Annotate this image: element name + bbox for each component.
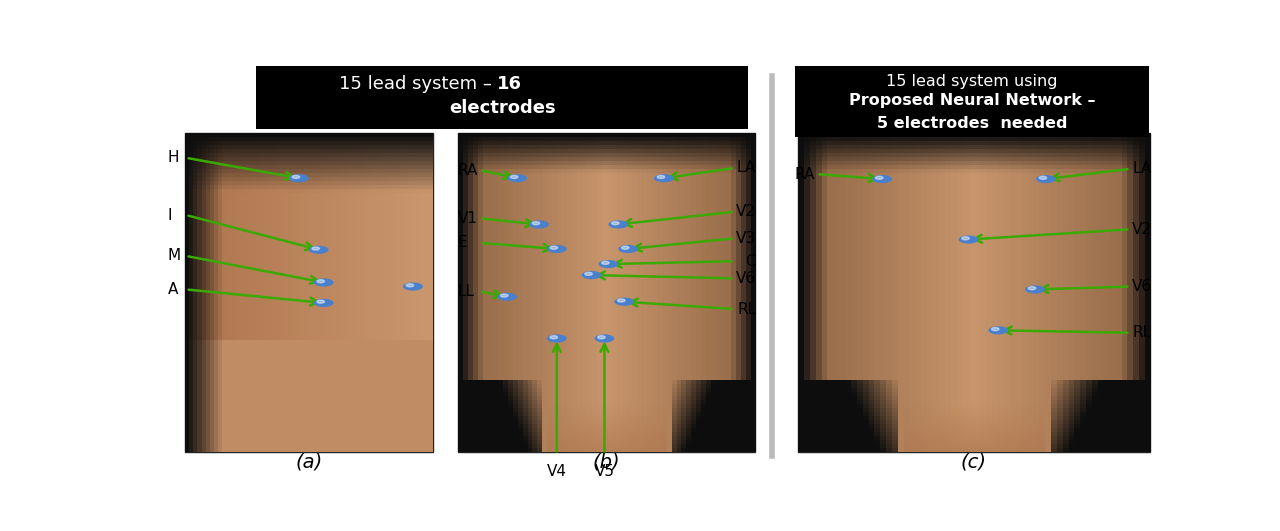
Circle shape — [872, 175, 892, 183]
Circle shape — [657, 175, 664, 178]
Circle shape — [314, 299, 334, 307]
Bar — [458, 133, 755, 452]
Circle shape — [529, 220, 549, 228]
Text: LA: LA — [1133, 161, 1152, 176]
Circle shape — [511, 175, 518, 178]
Circle shape — [585, 272, 593, 276]
Circle shape — [599, 260, 618, 268]
Circle shape — [961, 237, 969, 240]
Text: (c): (c) — [960, 453, 987, 472]
Circle shape — [1028, 287, 1036, 290]
Text: 15 lead system –: 15 lead system – — [339, 75, 497, 93]
Circle shape — [1036, 175, 1056, 183]
Text: V3: V3 — [736, 231, 756, 246]
Circle shape — [497, 293, 517, 301]
Text: V2: V2 — [1132, 222, 1152, 237]
Circle shape — [292, 175, 300, 178]
Circle shape — [547, 245, 567, 253]
Circle shape — [550, 246, 558, 249]
Text: V5: V5 — [594, 465, 614, 479]
Text: C: C — [745, 254, 756, 269]
Text: RL: RL — [737, 302, 756, 316]
Text: Proposed Neural Network –: Proposed Neural Network – — [849, 92, 1096, 108]
Text: I: I — [168, 208, 173, 222]
Text: V6: V6 — [1132, 279, 1152, 294]
Text: E: E — [458, 235, 467, 250]
Bar — [797, 133, 1149, 452]
Circle shape — [618, 245, 639, 253]
Text: 15 lead system using: 15 lead system using — [886, 74, 1057, 89]
Circle shape — [602, 261, 609, 264]
Circle shape — [617, 299, 625, 302]
Circle shape — [654, 174, 673, 182]
Circle shape — [403, 282, 422, 290]
Text: LL: LL — [458, 284, 475, 299]
Bar — [184, 133, 433, 452]
Circle shape — [594, 335, 614, 342]
Circle shape — [608, 220, 628, 228]
Text: RA: RA — [795, 167, 815, 182]
Text: M: M — [168, 249, 180, 263]
Circle shape — [1039, 176, 1047, 179]
Circle shape — [959, 235, 978, 244]
Circle shape — [507, 174, 527, 182]
Text: 16: 16 — [497, 75, 522, 93]
Circle shape — [547, 335, 567, 342]
Text: A: A — [168, 282, 178, 297]
Circle shape — [314, 278, 334, 287]
Text: LA: LA — [737, 160, 756, 175]
Text: RA: RA — [458, 162, 477, 177]
Circle shape — [622, 246, 628, 249]
Text: V2: V2 — [736, 204, 756, 219]
Circle shape — [317, 280, 324, 283]
Circle shape — [308, 246, 329, 254]
Text: V4: V4 — [547, 465, 567, 479]
Text: (a): (a) — [296, 453, 323, 472]
Text: electrodes: electrodes — [449, 99, 556, 117]
FancyBboxPatch shape — [256, 66, 749, 129]
Text: RL: RL — [1133, 326, 1152, 340]
Text: V1: V1 — [458, 211, 477, 226]
Circle shape — [614, 297, 634, 306]
Circle shape — [406, 284, 413, 287]
Circle shape — [317, 300, 324, 303]
Circle shape — [550, 336, 558, 339]
Circle shape — [312, 247, 320, 250]
Text: V6: V6 — [736, 271, 756, 286]
Circle shape — [612, 221, 620, 225]
Circle shape — [500, 294, 508, 297]
Text: 5 electrodes  needed: 5 electrodes needed — [877, 116, 1068, 131]
Circle shape — [1025, 285, 1044, 294]
Circle shape — [532, 221, 540, 225]
Circle shape — [992, 328, 998, 331]
Circle shape — [598, 336, 605, 339]
Circle shape — [581, 271, 602, 279]
Circle shape — [876, 176, 883, 179]
Text: (b): (b) — [593, 453, 621, 472]
Circle shape — [988, 326, 1009, 335]
Text: H: H — [168, 150, 179, 165]
FancyBboxPatch shape — [795, 66, 1149, 138]
Circle shape — [289, 174, 308, 182]
